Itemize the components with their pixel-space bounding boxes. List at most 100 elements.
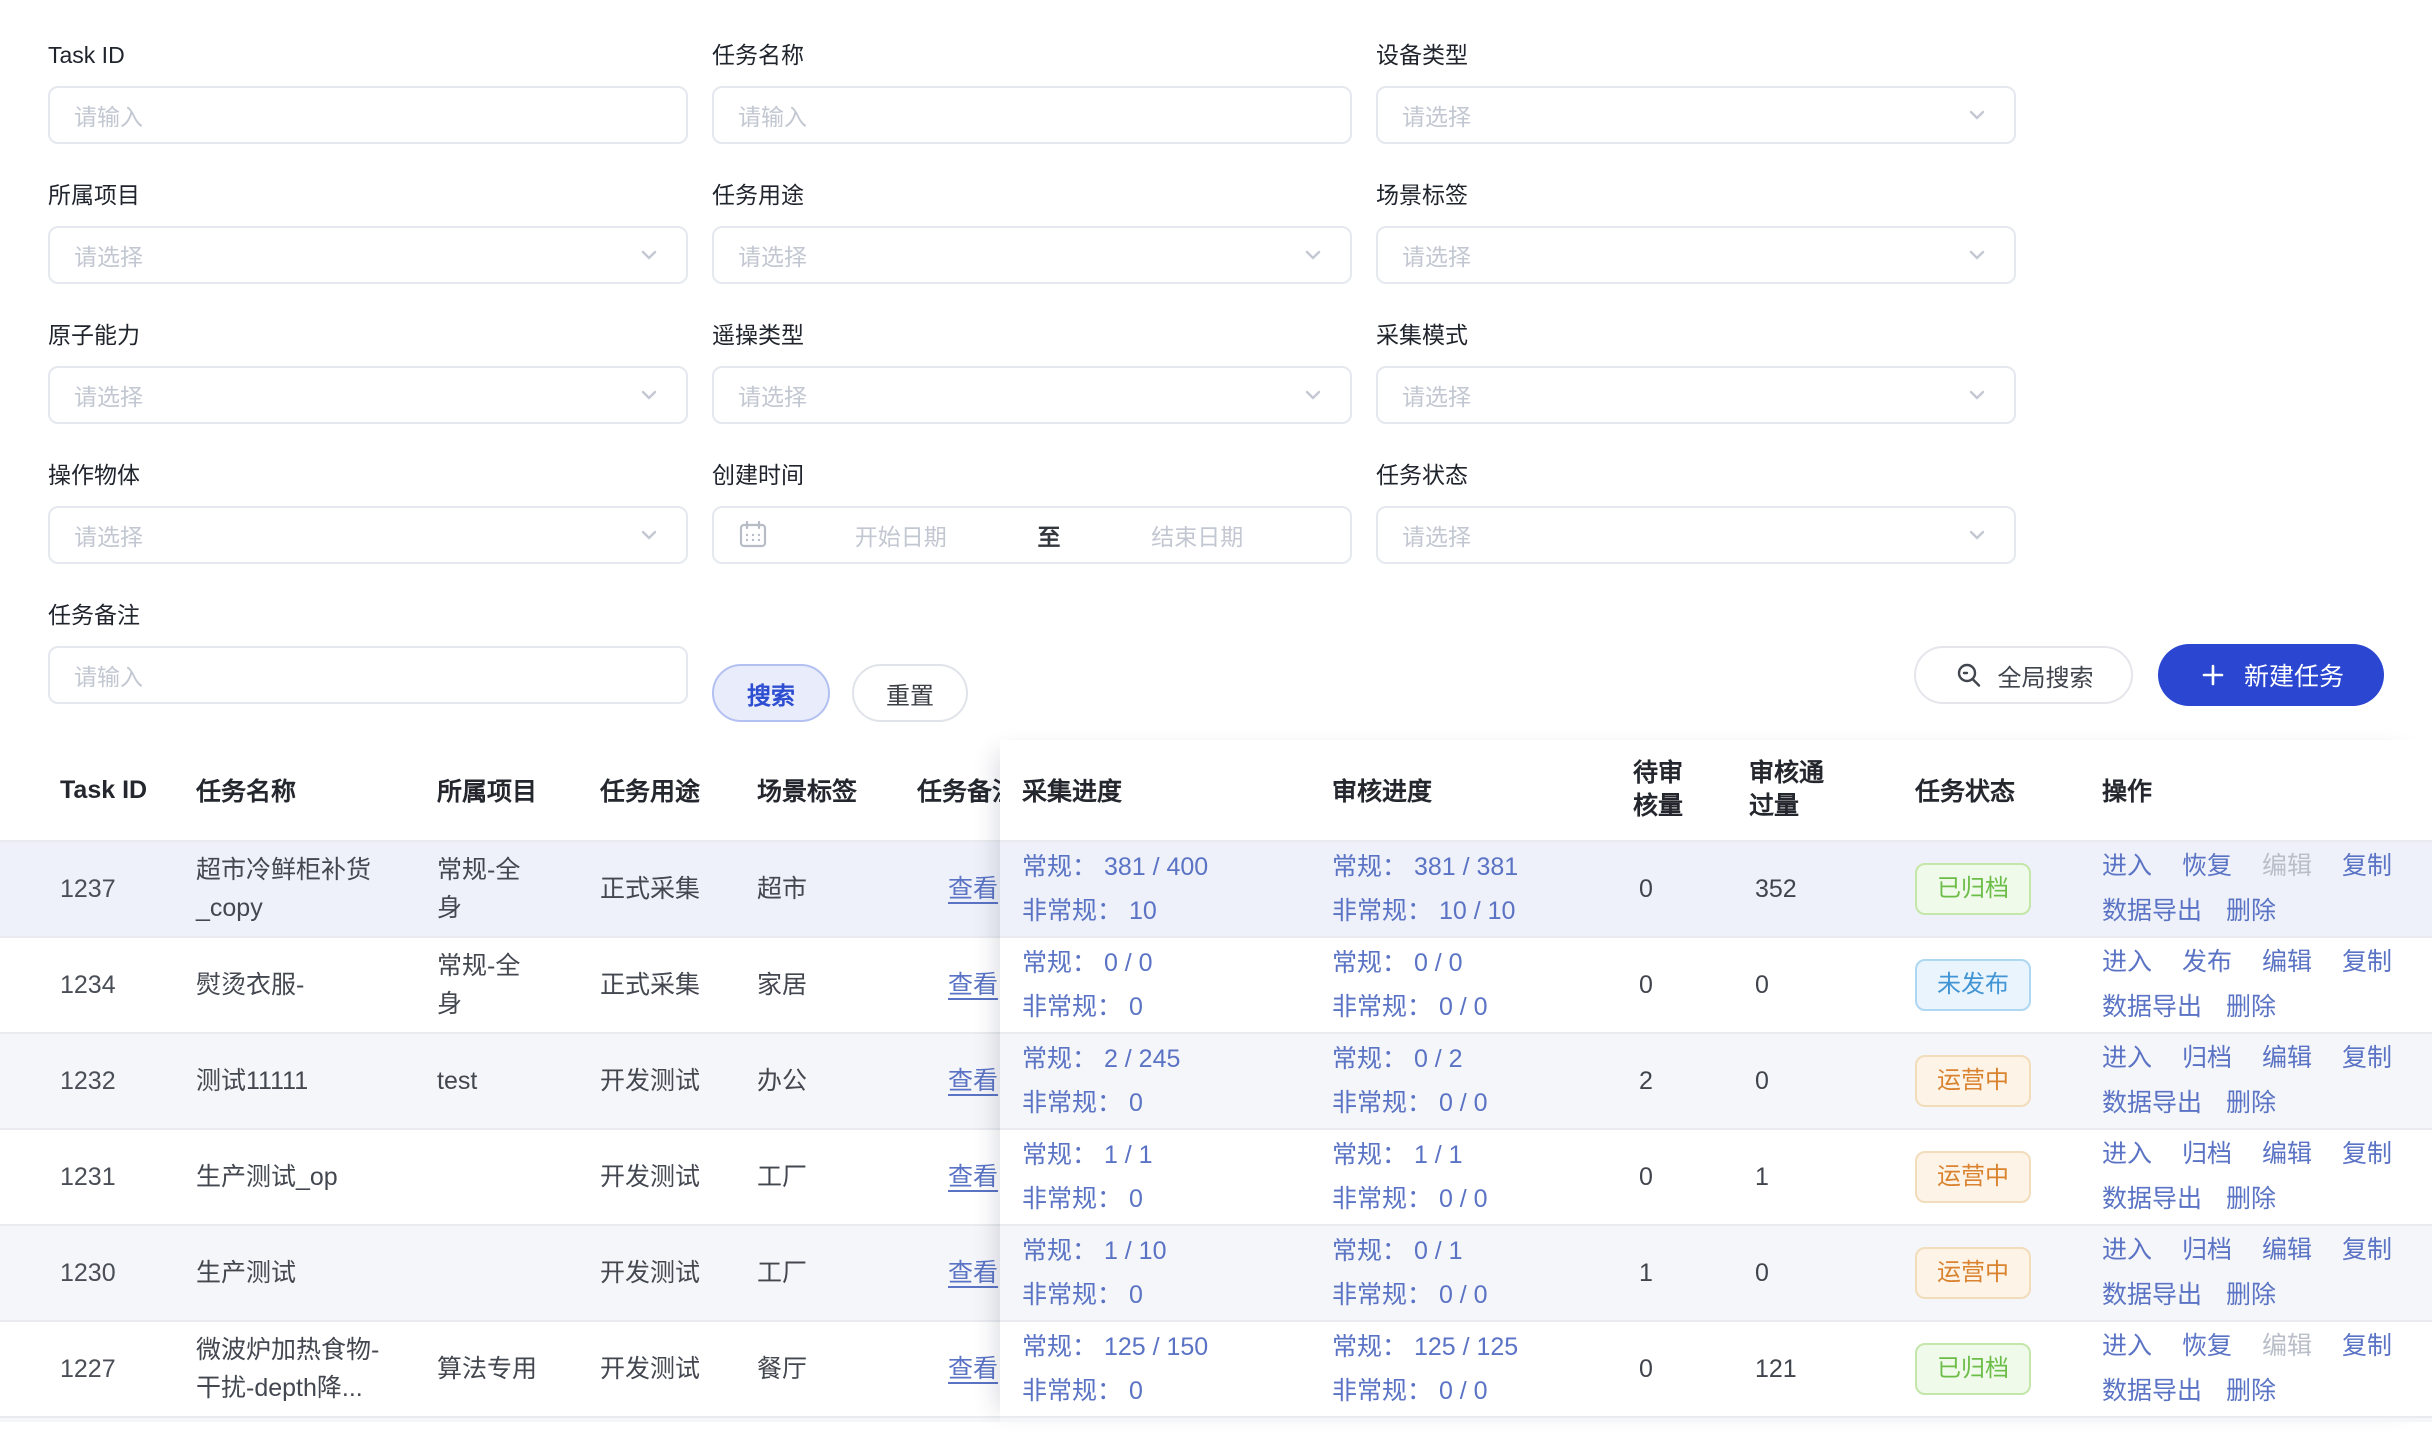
cell-task-id: 1227 bbox=[60, 1355, 116, 1383]
create-time-range-picker[interactable]: 开始日期 至 结束日期 bbox=[712, 506, 1352, 564]
action-edit-link[interactable]: 编辑 bbox=[2262, 852, 2313, 880]
view-note-link[interactable]: 查看 bbox=[948, 971, 999, 999]
action-delete-link[interactable]: 删除 bbox=[2226, 1377, 2277, 1405]
action-export-link[interactable]: 数据导出 bbox=[2102, 1281, 2203, 1309]
status-badge: 未发布 bbox=[1915, 959, 2031, 1011]
chevron-down-icon bbox=[1964, 382, 1990, 408]
filter-field-purpose: 任务用途 请选择 bbox=[712, 180, 1352, 284]
action-enter-link[interactable]: 进入 bbox=[2102, 1140, 2153, 1168]
view-note-link[interactable]: 查看 bbox=[948, 1067, 999, 1095]
cell-status: 运营中 bbox=[1915, 1055, 2102, 1107]
status-badge: 运营中 bbox=[1915, 1151, 2031, 1203]
action-enter-link[interactable]: 进入 bbox=[2102, 1236, 2153, 1264]
cell-purpose: 开发测试 bbox=[600, 1067, 701, 1095]
cell-task-name: 微波炉加热食物-干扰-depth降... bbox=[196, 1336, 380, 1402]
view-note-link[interactable]: 查看 bbox=[948, 1355, 999, 1383]
purpose-select[interactable]: 请选择 bbox=[712, 226, 1352, 284]
cell-task-name: 熨烫衣服- bbox=[196, 971, 305, 999]
device-type-select[interactable]: 请选择 bbox=[1376, 86, 2016, 144]
project-select[interactable]: 请选择 bbox=[48, 226, 688, 284]
view-note-link[interactable]: 查看 bbox=[948, 1259, 999, 1287]
action-export-link[interactable]: 数据导出 bbox=[2102, 1185, 2203, 1213]
action-enter-link[interactable]: 进入 bbox=[2102, 852, 2153, 880]
action-copy-link[interactable]: 复制 bbox=[2342, 948, 2393, 976]
action-enter-link[interactable]: 进入 bbox=[2102, 1044, 2153, 1072]
status-badge: 已归档 bbox=[1915, 863, 2031, 915]
status-badge: 已归档 bbox=[1915, 1343, 2031, 1395]
task-id-input[interactable]: 请输入 bbox=[48, 86, 688, 144]
action-enter-link[interactable]: 进入 bbox=[2102, 1332, 2153, 1360]
task-table: Task ID 任务名称 所属项目 任务用途 场景标签 任务备注 1237 超市… bbox=[0, 740, 2432, 1422]
global-search-button[interactable]: 全局搜索 bbox=[1914, 646, 2133, 704]
filter-label: Task ID bbox=[48, 42, 125, 68]
cell-actions: 进入 归档 编辑 复制 数据导出 删除 bbox=[2102, 1036, 2432, 1126]
cell-pending-count: 0 bbox=[1639, 875, 1653, 903]
scene-tag-select[interactable]: 请选择 bbox=[1376, 226, 2016, 284]
action-archive-link[interactable]: 归档 bbox=[2182, 1236, 2233, 1264]
action-copy-link[interactable]: 复制 bbox=[2342, 852, 2393, 880]
action-archive-link[interactable]: 归档 bbox=[2182, 1140, 2233, 1168]
action-copy-link[interactable]: 复制 bbox=[2342, 1332, 2393, 1360]
chevron-down-icon bbox=[636, 242, 662, 268]
task-status-select[interactable]: 请选择 bbox=[1376, 506, 2016, 564]
reset-button[interactable]: 重置 bbox=[852, 664, 968, 722]
action-delete-link[interactable]: 删除 bbox=[2226, 897, 2277, 925]
action-edit-link[interactable]: 编辑 bbox=[2262, 1044, 2313, 1072]
select-placeholder: 请选择 bbox=[1402, 104, 1471, 130]
cell-review-progress: 常规： 0 / 0 非常规： 0 / 0 bbox=[1332, 949, 1488, 1021]
action-publish-link[interactable]: 发布 bbox=[2182, 948, 2233, 976]
action-edit-link[interactable]: 编辑 bbox=[2262, 1140, 2313, 1168]
cell-actions: 进入 恢复 编辑 复制 数据导出 删除 bbox=[2102, 844, 2432, 934]
task-note-input[interactable]: 请输入 bbox=[48, 646, 688, 704]
status-badge: 运营中 bbox=[1915, 1247, 2031, 1299]
status-badge: 运营中 bbox=[1915, 1055, 2031, 1107]
cell-note: 查看 bbox=[917, 1158, 2432, 1196]
action-restore-link[interactable]: 恢复 bbox=[2182, 1332, 2233, 1360]
table-row: 常规： 2 / 245 非常规： 0 常规： 0 / 2 非常规： 0 / 0 2 … bbox=[1000, 1032, 2432, 1128]
chevron-down-icon bbox=[636, 382, 662, 408]
table-row: 常规： 1 / 10 非常规： 0 常规： 0 / 1 非常规： 0 / 0 1 0… bbox=[1000, 1224, 2432, 1320]
task-name-input[interactable]: 请输入 bbox=[712, 86, 1352, 144]
cell-task-name: 生产测试 bbox=[196, 1259, 297, 1287]
action-edit-link[interactable]: 编辑 bbox=[2262, 1332, 2313, 1360]
col-header-task-id: Task ID bbox=[60, 775, 148, 804]
plus-icon bbox=[2198, 660, 2228, 690]
action-copy-link[interactable]: 复制 bbox=[2342, 1044, 2393, 1072]
action-copy-link[interactable]: 复制 bbox=[2342, 1236, 2393, 1264]
action-copy-link[interactable]: 复制 bbox=[2342, 1140, 2393, 1168]
cell-review-progress: 常规： 1 / 1 非常规： 0 / 0 bbox=[1332, 1141, 1488, 1213]
action-export-link[interactable]: 数据导出 bbox=[2102, 993, 2203, 1021]
cell-pending-count: 0 bbox=[1639, 971, 1653, 999]
cell-scene: 超市 bbox=[757, 875, 808, 903]
action-enter-link[interactable]: 进入 bbox=[2102, 948, 2153, 976]
cell-note: 查看 bbox=[917, 1062, 2432, 1100]
cell-task-name: 测试11111 bbox=[196, 1067, 309, 1095]
select-placeholder: 请选择 bbox=[74, 524, 143, 550]
calendar-icon bbox=[736, 518, 770, 552]
action-export-link[interactable]: 数据导出 bbox=[2102, 1089, 2203, 1117]
filter-label: 任务用途 bbox=[712, 182, 804, 208]
cell-review-progress: 常规： 0 / 2 非常规： 0 / 0 bbox=[1332, 1045, 1488, 1117]
form-buttons: 搜索 重置 bbox=[712, 646, 1352, 740]
search-button[interactable]: 搜索 bbox=[712, 664, 830, 722]
cell-passed-count: 0 bbox=[1755, 971, 1769, 999]
cell-task-id: 1237 bbox=[60, 875, 116, 903]
atomic-ability-select[interactable]: 请选择 bbox=[48, 366, 688, 424]
action-edit-link[interactable]: 编辑 bbox=[2262, 1236, 2313, 1264]
chevron-down-icon bbox=[1964, 522, 1990, 548]
view-note-link[interactable]: 查看 bbox=[948, 1163, 999, 1191]
action-delete-link[interactable]: 删除 bbox=[2226, 1281, 2277, 1309]
action-delete-link[interactable]: 删除 bbox=[2226, 1089, 2277, 1117]
action-export-link[interactable]: 数据导出 bbox=[2102, 897, 2203, 925]
view-note-link[interactable]: 查看 bbox=[948, 875, 999, 903]
action-edit-link[interactable]: 编辑 bbox=[2262, 948, 2313, 976]
action-delete-link[interactable]: 删除 bbox=[2226, 1185, 2277, 1213]
teleop-type-select[interactable]: 请选择 bbox=[712, 366, 1352, 424]
action-delete-link[interactable]: 删除 bbox=[2226, 993, 2277, 1021]
action-archive-link[interactable]: 归档 bbox=[2182, 1044, 2233, 1072]
create-task-button[interactable]: 新建任务 bbox=[2158, 644, 2384, 706]
object-select[interactable]: 请选择 bbox=[48, 506, 688, 564]
action-export-link[interactable]: 数据导出 bbox=[2102, 1377, 2203, 1405]
action-restore-link[interactable]: 恢复 bbox=[2182, 852, 2233, 880]
collect-mode-select[interactable]: 请选择 bbox=[1376, 366, 2016, 424]
